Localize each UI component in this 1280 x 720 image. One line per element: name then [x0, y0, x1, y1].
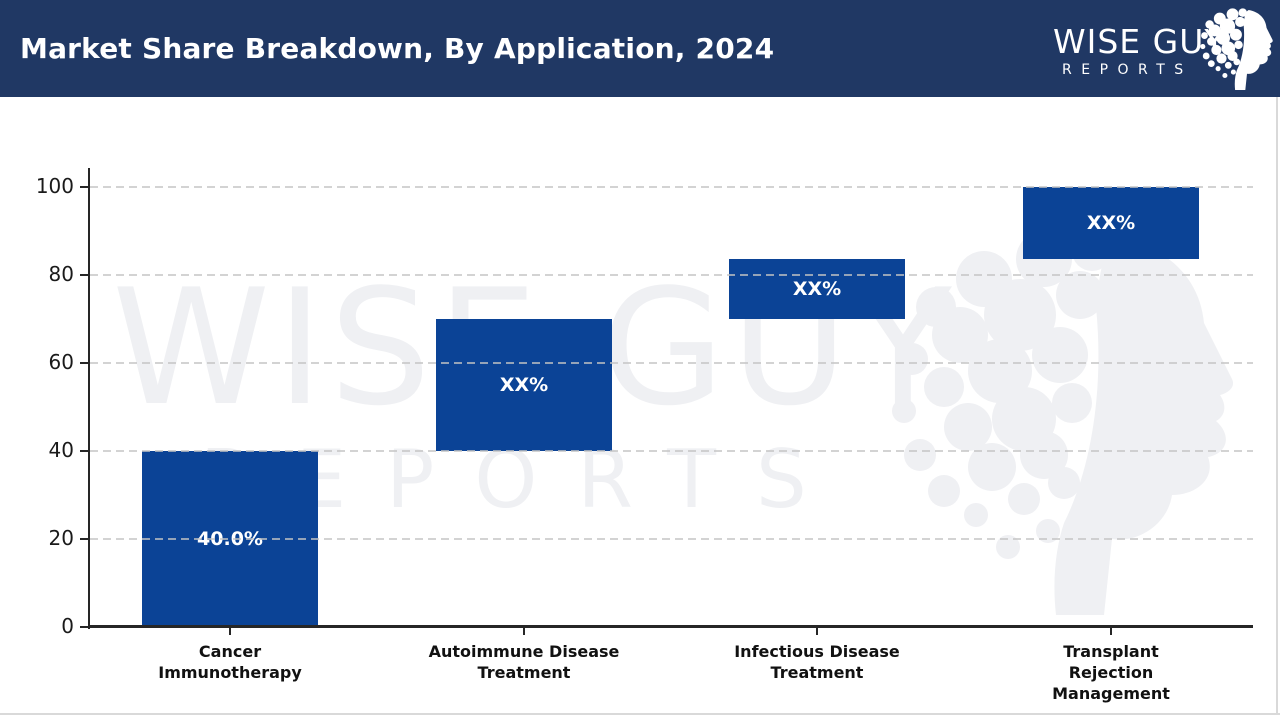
bar-segment: XX% [729, 259, 905, 319]
card-border-right [1276, 97, 1278, 715]
category-label: Infectious Disease Treatment [734, 642, 900, 683]
brand-logo: WISE GUY REPORTS [1018, 0, 1273, 97]
y-axis-tick [80, 186, 88, 188]
x-axis-tick [816, 628, 818, 635]
y-axis-tick [80, 362, 88, 364]
y-axis-tick [80, 450, 88, 452]
gridline [90, 274, 1253, 276]
category-label: Cancer Immunotherapy [158, 642, 302, 683]
watermark-head-icon [892, 231, 1234, 615]
brand-subtitle-text: REPORTS [1062, 62, 1193, 78]
y-axis-tick-label: 80 [48, 262, 74, 286]
y-axis-tick [80, 274, 88, 276]
y-axis-tick-label: 40 [48, 438, 74, 462]
page-title: Market Share Breakdown, By Application, … [20, 32, 775, 65]
header-bar: Market Share Breakdown, By Application, … [0, 0, 1280, 97]
gridline [90, 186, 1253, 188]
y-axis-tick-label: 60 [48, 350, 74, 374]
bar-value-label: XX% [792, 278, 842, 301]
bar-segment: XX% [436, 319, 612, 451]
x-axis-tick [229, 628, 231, 635]
category-label: Transplant Rejection Management [1052, 642, 1170, 704]
plot-area: 40.0% XX% XX% XX% 0 20 40 60 80 100 Cancer Immunot… [0, 97, 1280, 720]
gridline [90, 450, 1253, 452]
brand-name-text: WISE GUY [1053, 22, 1226, 61]
category-label: Autoimmune Disease Treatment [428, 642, 620, 683]
y-axis-tick [80, 538, 88, 540]
x-axis-tick [1110, 628, 1112, 635]
bar-segment: XX% [1023, 187, 1199, 260]
brand-head-icon [1200, 8, 1273, 90]
x-axis-tick [523, 628, 525, 635]
bar-value-label: XX% [499, 374, 549, 396]
gridline [90, 362, 1253, 364]
card-border-bottom [0, 713, 1280, 715]
y-axis-tick [80, 626, 88, 628]
y-axis-line [88, 168, 90, 629]
bar-value-label: XX% [1086, 212, 1136, 235]
x-axis-line [88, 625, 1253, 628]
y-axis-tick-label: 100 [35, 174, 74, 198]
y-axis-tick-label: 20 [48, 526, 74, 550]
y-axis-tick-label: 0 [61, 614, 74, 638]
gridline [90, 538, 1253, 540]
